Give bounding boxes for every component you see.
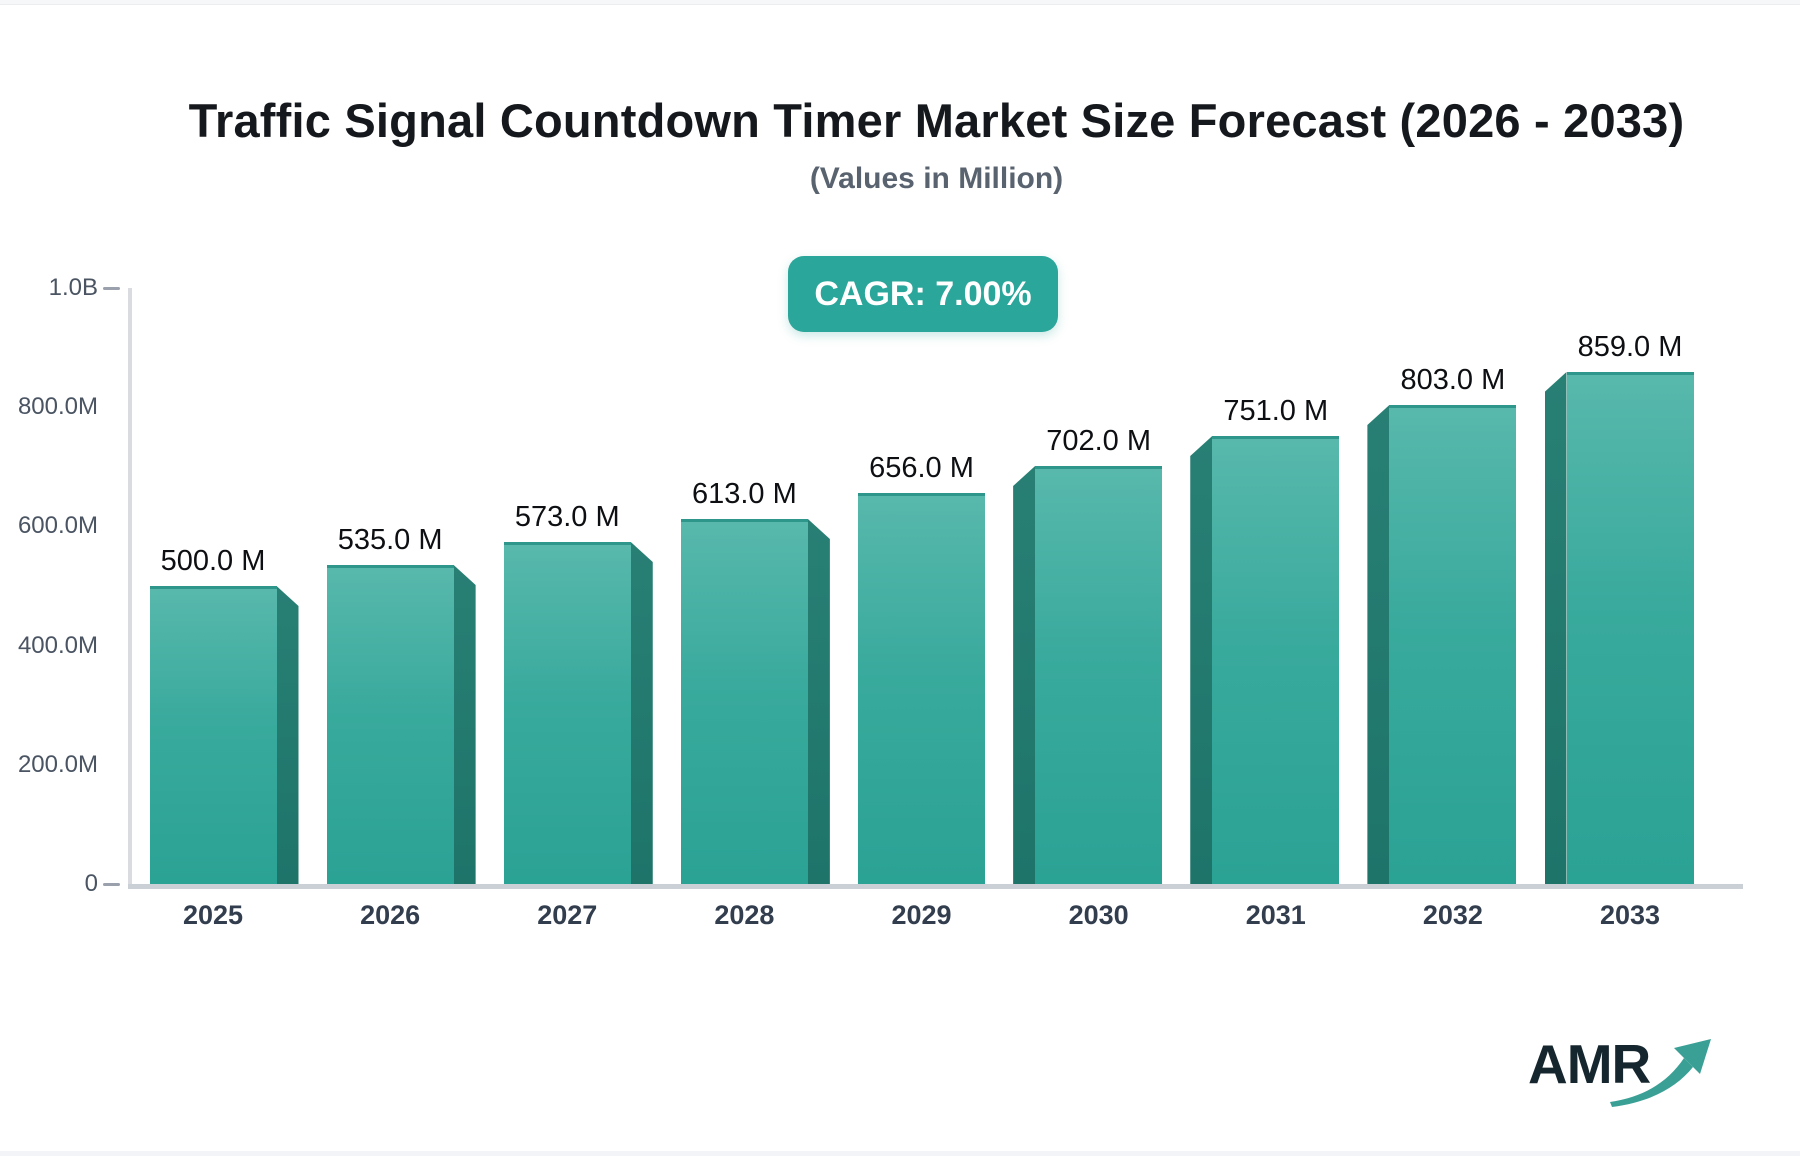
- bar-2026: [326, 565, 454, 884]
- y-axis-tick-label: 400.0M: [17, 631, 98, 659]
- chart-subtitle: (Values in Million): [809, 162, 1064, 195]
- amr-logo: AMR: [1528, 1034, 1728, 1124]
- y-axis-tick-label: 0: [84, 870, 98, 897]
- bar-side-face: [1544, 372, 1567, 884]
- bar-value-label: 500.0 M: [160, 545, 266, 577]
- bar-2029: [858, 493, 985, 884]
- amr-logo-text: AMR: [1528, 1033, 1651, 1095]
- bar-2027: [503, 542, 631, 884]
- x-axis-label-2033: 2033: [1599, 900, 1661, 930]
- x-axis-label-2031: 2031: [1245, 900, 1306, 930]
- chart-title: Traffic Signal Countdown Timer Market Si…: [188, 94, 1685, 147]
- bar-2025: [149, 586, 277, 884]
- bar-value-label: 859.0 M: [1577, 331, 1683, 363]
- bar-side-face: [453, 565, 476, 884]
- bar-value-label: 803.0 M: [1400, 364, 1506, 396]
- x-axis-label-2029: 2029: [891, 900, 952, 930]
- y-axis-tick-label: 800.0M: [17, 393, 98, 421]
- bar-side-face: [276, 586, 299, 884]
- x-axis-label-2027: 2027: [537, 900, 598, 930]
- card-top-edge: [0, 0, 1800, 5]
- bar-value-label: 535.0 M: [337, 524, 443, 556]
- bar-2033: [1566, 372, 1694, 884]
- cagr-badge: CAGR: 7.00%: [788, 256, 1058, 332]
- trend-arrow-icon: [1610, 1039, 1711, 1107]
- bar-side-face: [807, 519, 830, 884]
- bar-side-face: [630, 542, 653, 884]
- x-axis-label-2026: 2026: [360, 900, 421, 930]
- bar-value-label: 751.0 M: [1223, 395, 1329, 427]
- bar-2028: [680, 519, 808, 884]
- y-axis-tick-label: 200.0M: [17, 750, 98, 778]
- x-axis-line: [128, 884, 1743, 889]
- bar-value-label: 702.0 M: [1046, 425, 1152, 457]
- card-bottom-edge: [0, 1151, 1800, 1156]
- bar-value-label: 573.0 M: [514, 501, 620, 533]
- y-axis-tick-mark: [103, 287, 120, 290]
- bar-side-face: [1190, 436, 1213, 884]
- bar-2031: [1212, 436, 1340, 884]
- bar-value-label: 656.0 M: [869, 452, 974, 484]
- y-axis-tick-label: 1.0B: [48, 274, 98, 301]
- bar-side-face: [1013, 466, 1036, 884]
- x-axis-label-2030: 2030: [1068, 900, 1129, 930]
- x-axis-label-2028: 2028: [714, 900, 775, 930]
- bar-side-face: [1367, 405, 1390, 884]
- y-axis-tick-label: 600.0M: [17, 512, 98, 540]
- x-axis-label-2025: 2025: [182, 900, 244, 930]
- y-axis-line: [128, 288, 132, 886]
- y-axis-tick-mark: [103, 883, 120, 886]
- x-axis-label-2032: 2032: [1422, 900, 1483, 930]
- bar-2032: [1389, 405, 1517, 884]
- bar-2030: [1035, 466, 1163, 884]
- bar-value-label: 613.0 M: [691, 478, 797, 510]
